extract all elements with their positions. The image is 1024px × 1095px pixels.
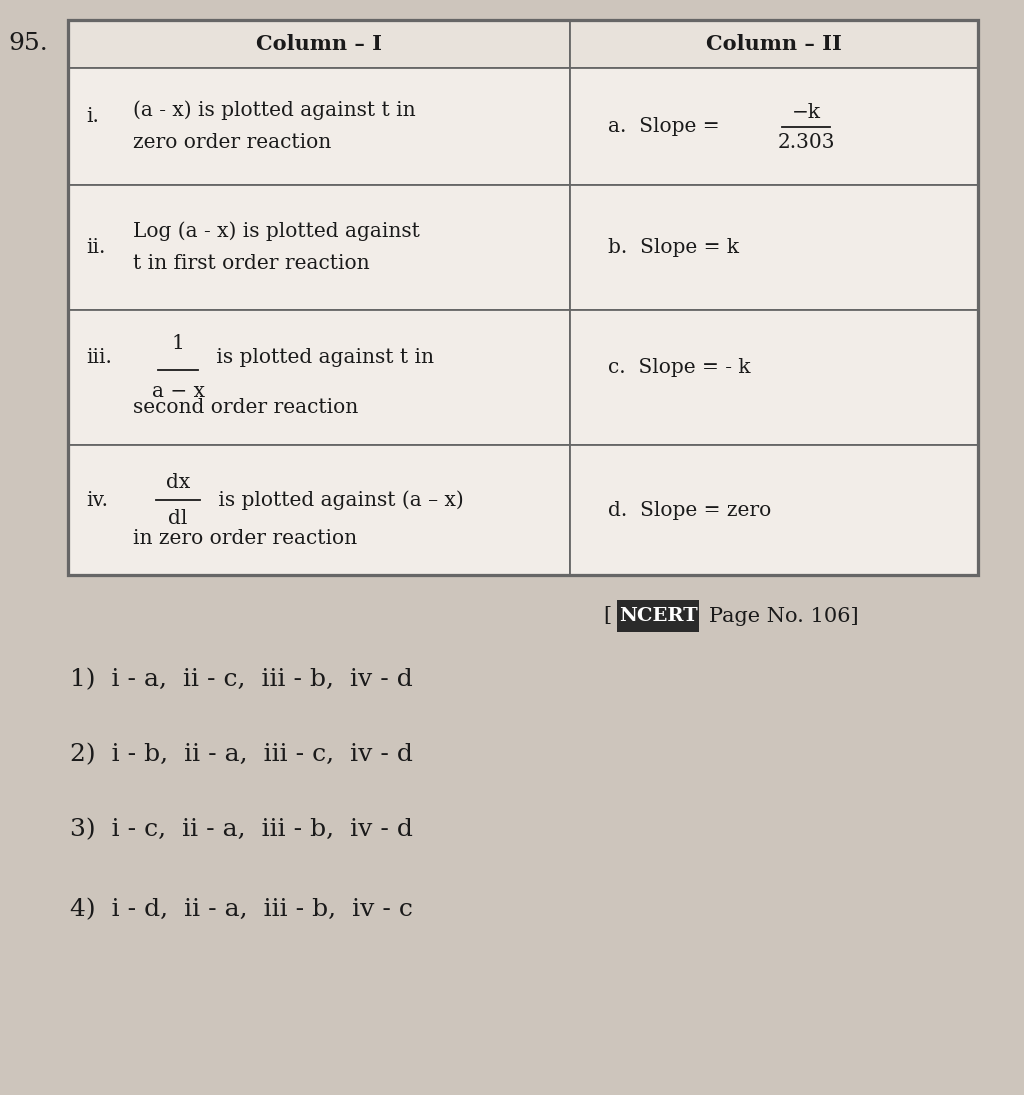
Bar [570,20,978,68]
Text: NCERT: NCERT [618,607,697,625]
Text: b.  Slope = k: b. Slope = k [608,238,739,257]
Text: 4)  i - d,  ii - a,  iii - b,  iv - c: 4) i - d, ii - a, iii - b, iv - c [70,899,413,922]
Text: in zero order reaction: in zero order reaction [133,529,357,548]
Text: iii.: iii. [86,348,112,367]
Text: t in first order reaction: t in first order reaction [133,254,370,273]
Text: Log (a - x) is plotted against: Log (a - x) is plotted against [133,221,420,241]
Text: −k: −k [792,103,820,122]
Text: Column – I: Column – I [256,34,382,54]
Bar [570,445,978,575]
Text: (a - x) is plotted against t in: (a - x) is plotted against t in [133,101,416,120]
Bar [68,310,570,445]
Text: 1: 1 [172,334,184,353]
Text: c.  Slope = - k: c. Slope = - k [608,358,751,377]
Text: Column – II: Column – II [707,34,842,54]
Text: zero order reaction: zero order reaction [133,132,331,152]
Text: d.  Slope = zero: d. Slope = zero [608,500,771,519]
Text: 3)  i - c,  ii - a,  iii - b,  iv - d: 3) i - c, ii - a, iii - b, iv - d [70,818,413,841]
Text: dx: dx [166,473,190,492]
Bar [570,185,978,310]
Bar [617,600,699,632]
Text: a − x: a − x [152,382,205,401]
Text: i.: i. [86,107,99,126]
Bar [68,20,570,68]
Text: [: [ [603,607,611,625]
Text: 2.303: 2.303 [777,132,835,152]
Text: 1)  i - a,  ii - c,  iii - b,  iv - d: 1) i - a, ii - c, iii - b, iv - d [70,669,413,692]
Text: is plotted against (a – x): is plotted against (a – x) [212,491,464,510]
Text: second order reaction: second order reaction [133,397,358,417]
Text: 2)  i - b,  ii - a,  iii - c,  iv - d: 2) i - b, ii - a, iii - c, iv - d [70,744,413,766]
Text: ii.: ii. [86,238,105,257]
Text: a.  Slope =: a. Slope = [608,117,726,136]
Bar [68,68,570,185]
Bar [570,310,978,445]
Text: 95.: 95. [8,33,48,56]
Bar [570,68,978,185]
Text: Page No. 106]: Page No. 106] [709,607,859,625]
Text: iv.: iv. [86,491,108,509]
Text: is plotted against t in: is plotted against t in [210,348,434,367]
Bar [68,20,978,575]
Bar [68,185,570,310]
Text: dl: dl [168,508,187,528]
Bar [68,445,570,575]
